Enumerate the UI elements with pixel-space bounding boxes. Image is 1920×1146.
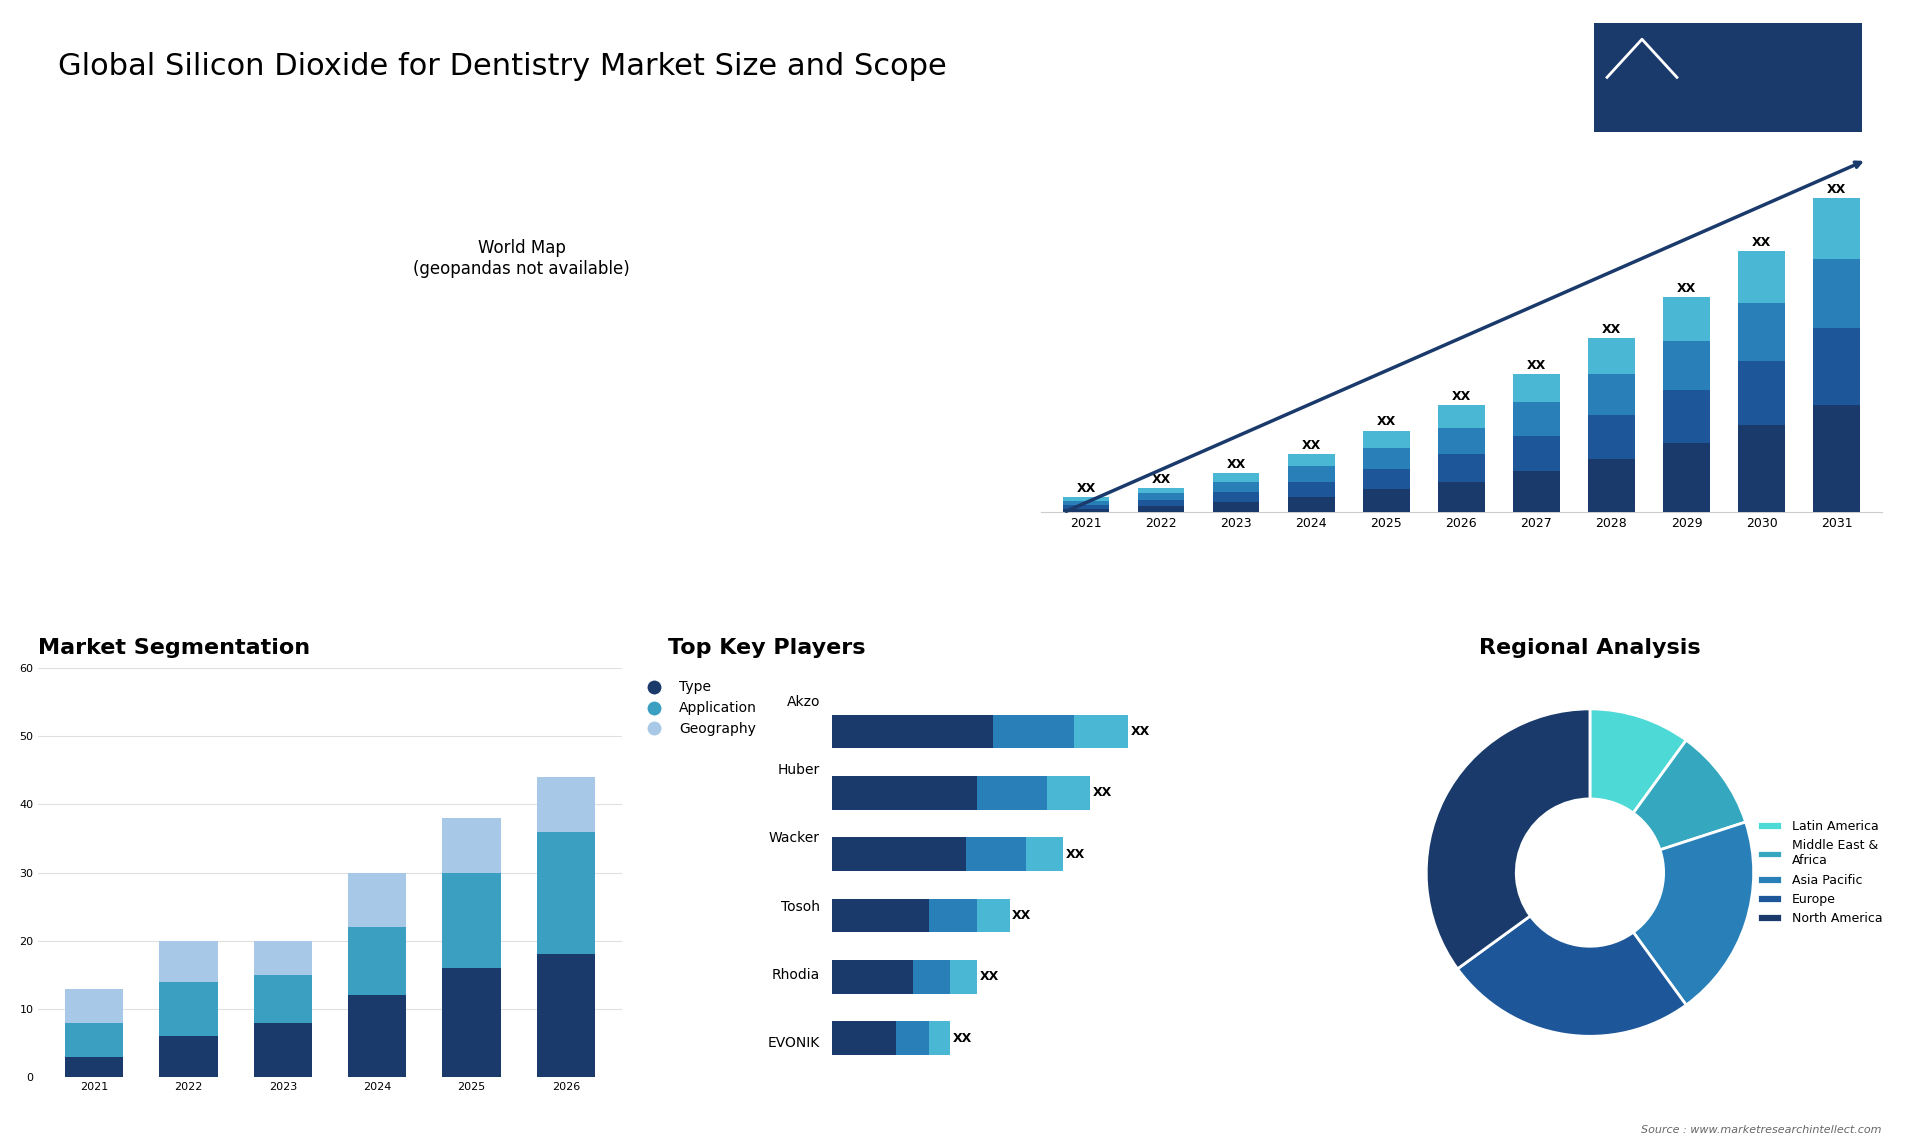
Bar: [1738, 303, 1786, 361]
Bar: [1513, 435, 1559, 471]
Bar: [1064, 509, 1110, 512]
Text: World Map
(geopandas not available): World Map (geopandas not available): [413, 240, 630, 277]
Bar: [1812, 259, 1860, 328]
Bar: [1438, 454, 1484, 481]
Text: Tosoh: Tosoh: [781, 900, 820, 913]
Bar: [65, 989, 123, 1022]
Bar: [1588, 458, 1634, 512]
Text: XX: XX: [1452, 390, 1471, 403]
Legend: Latin America, Middle East &
Africa, Asia Pacific, Europe, North America: Latin America, Middle East & Africa, Asi…: [1751, 815, 1887, 931]
Bar: [1812, 405, 1860, 512]
Bar: [1139, 493, 1185, 500]
Bar: [1363, 431, 1409, 448]
Bar: [1738, 361, 1786, 425]
Wedge shape: [1427, 709, 1590, 968]
Bar: [1812, 328, 1860, 405]
Bar: [1513, 471, 1559, 512]
Bar: [253, 975, 313, 1022]
Bar: [159, 941, 217, 982]
Bar: [348, 872, 407, 927]
Wedge shape: [1634, 822, 1753, 1005]
Text: XX: XX: [1377, 416, 1396, 429]
Bar: [1139, 488, 1185, 493]
Bar: [253, 941, 313, 975]
Text: XX: XX: [1676, 282, 1695, 296]
Bar: [1438, 405, 1484, 427]
Bar: [1588, 338, 1634, 375]
Text: XX: XX: [1526, 359, 1546, 372]
Bar: [1438, 427, 1484, 454]
Bar: [1363, 469, 1409, 489]
Bar: [538, 955, 595, 1077]
Text: Wacker: Wacker: [770, 832, 820, 846]
Title: Regional Analysis: Regional Analysis: [1478, 638, 1701, 658]
Wedge shape: [1590, 709, 1686, 813]
Bar: [1213, 492, 1260, 502]
Text: Source : www.marketresearchintellect.com: Source : www.marketresearchintellect.com: [1642, 1124, 1882, 1135]
Text: Rhodia: Rhodia: [772, 968, 820, 982]
Bar: [253, 1022, 313, 1077]
Bar: [1064, 497, 1110, 501]
Text: XX: XX: [1152, 473, 1171, 486]
Bar: [348, 927, 407, 996]
Bar: [1738, 251, 1786, 303]
Bar: [1663, 340, 1709, 390]
Text: XX: XX: [1302, 439, 1321, 452]
Bar: [1288, 454, 1334, 466]
Text: Top Key Players: Top Key Players: [668, 638, 866, 658]
Bar: [159, 1036, 217, 1077]
Bar: [1139, 500, 1185, 507]
Bar: [1588, 375, 1634, 415]
Text: XX: XX: [1077, 482, 1096, 495]
Bar: [1663, 298, 1709, 340]
Bar: [1363, 448, 1409, 469]
Text: Global Silicon Dioxide for Dentistry Market Size and Scope: Global Silicon Dioxide for Dentistry Mar…: [58, 52, 947, 80]
Bar: [1513, 375, 1559, 402]
Bar: [1064, 504, 1110, 509]
Text: XX: XX: [1227, 457, 1246, 471]
Legend: Type, Application, Geography: Type, Application, Geography: [634, 675, 762, 741]
Bar: [1513, 402, 1559, 435]
Bar: [538, 777, 595, 832]
Text: Huber: Huber: [778, 763, 820, 777]
Bar: [1812, 197, 1860, 259]
Text: XX: XX: [1828, 182, 1847, 196]
Bar: [1213, 481, 1260, 492]
Bar: [1738, 425, 1786, 512]
Bar: [348, 996, 407, 1077]
Bar: [442, 872, 501, 968]
Bar: [1663, 390, 1709, 444]
Text: Akzo: Akzo: [787, 696, 820, 709]
Text: XX: XX: [1751, 236, 1770, 250]
Bar: [1588, 415, 1634, 458]
Bar: [1213, 502, 1260, 512]
Bar: [65, 1057, 123, 1077]
Bar: [1213, 473, 1260, 481]
Text: EVONIK: EVONIK: [768, 1036, 820, 1050]
Bar: [1363, 489, 1409, 512]
Text: Market Segmentation: Market Segmentation: [38, 638, 311, 658]
Bar: [1663, 444, 1709, 512]
Bar: [159, 982, 217, 1036]
Bar: [442, 968, 501, 1077]
Bar: [1139, 507, 1185, 512]
Bar: [65, 1022, 123, 1057]
Bar: [538, 832, 595, 955]
Wedge shape: [1634, 740, 1745, 850]
Bar: [1438, 481, 1484, 512]
Bar: [1064, 501, 1110, 504]
Text: XX: XX: [1601, 323, 1620, 336]
Wedge shape: [1457, 916, 1686, 1036]
Bar: [1288, 481, 1334, 497]
Bar: [442, 818, 501, 872]
Bar: [1288, 466, 1334, 481]
Bar: [1288, 497, 1334, 512]
